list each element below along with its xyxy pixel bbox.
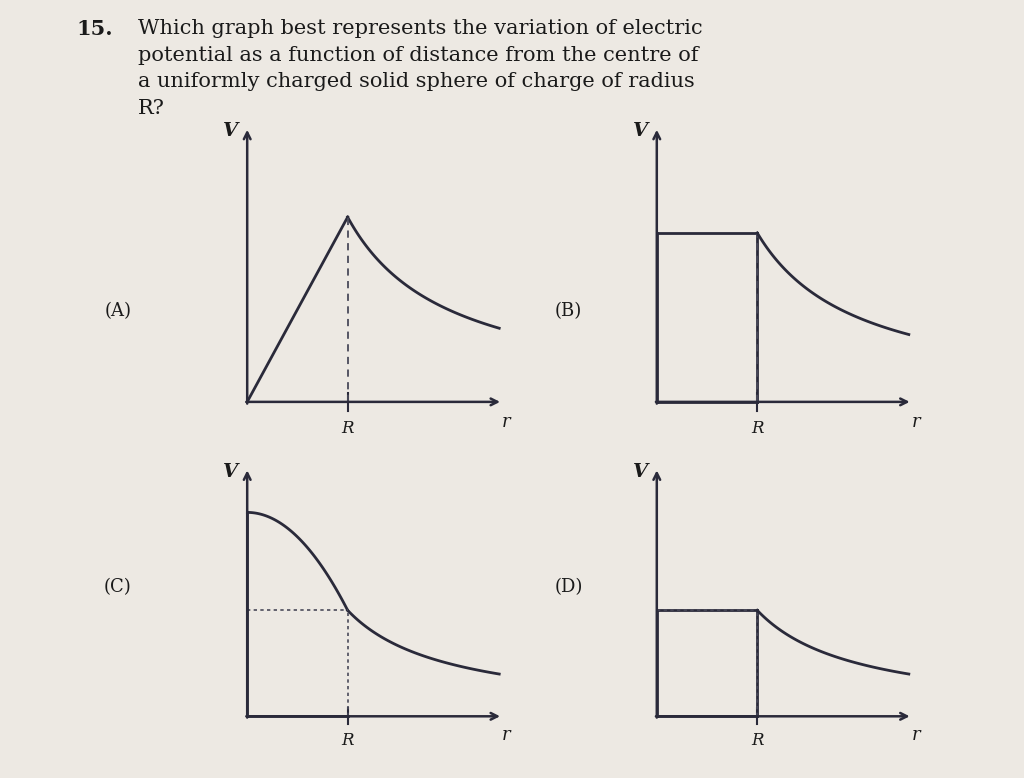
Text: R: R xyxy=(751,420,764,437)
Text: R: R xyxy=(341,420,354,437)
Text: V: V xyxy=(223,122,239,141)
Text: (B): (B) xyxy=(555,302,582,321)
Text: (D): (D) xyxy=(554,578,583,597)
Text: R: R xyxy=(341,732,354,749)
Text: R: R xyxy=(751,732,764,749)
Text: V: V xyxy=(223,463,239,481)
Text: r: r xyxy=(911,413,921,431)
Text: (C): (C) xyxy=(103,578,132,597)
Text: r: r xyxy=(502,413,511,431)
Text: r: r xyxy=(502,726,511,744)
Text: V: V xyxy=(633,122,648,141)
Text: V: V xyxy=(633,463,648,481)
Text: (A): (A) xyxy=(104,302,131,321)
Text: 15.: 15. xyxy=(77,19,114,40)
Text: r: r xyxy=(911,726,921,744)
Text: Which graph best represents the variation of electric
potential as a function of: Which graph best represents the variatio… xyxy=(138,19,702,118)
